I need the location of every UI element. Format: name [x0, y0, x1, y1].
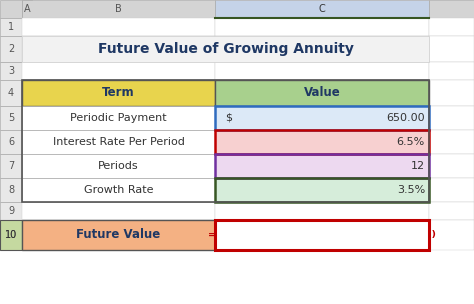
Text: Future Value: Future Value [76, 229, 161, 241]
Text: 7: 7 [8, 161, 14, 171]
Text: 2: 2 [8, 44, 14, 54]
Bar [22, 62, 215, 80]
Bar [0, 130, 22, 154]
Bar [22, 130, 215, 154]
Bar [22, 18, 215, 36]
Bar [22, 0, 32, 18]
Bar [0, 18, 22, 36]
Text: 5: 5 [8, 113, 14, 123]
Bar [0, 36, 22, 62]
Bar [215, 62, 429, 80]
Bar [22, 36, 215, 62]
Bar [215, 106, 429, 130]
Bar [429, 202, 474, 220]
Bar [429, 130, 474, 154]
Bar [0, 178, 22, 202]
Bar [22, 106, 215, 130]
Text: =C5*(((1+C6)^(C7)-(1+C8)^(C7))/(C6-C8)): =C5*(((1+C6)^(C7)-(1+C8)^(C7))/(C6-C8)) [208, 230, 436, 240]
Text: Term: Term [102, 87, 135, 99]
Bar [215, 80, 429, 106]
Bar [429, 106, 474, 130]
Bar [0, 106, 22, 130]
Bar [215, 0, 429, 18]
Bar [215, 130, 429, 154]
Bar [22, 130, 215, 154]
Bar [429, 36, 474, 62]
Bar [0, 202, 22, 220]
Text: 3: 3 [8, 66, 14, 76]
Bar [22, 80, 215, 106]
Bar [22, 178, 215, 202]
Text: 8: 8 [8, 185, 14, 195]
Text: 1: 1 [8, 22, 14, 32]
Bar [215, 178, 429, 202]
Bar [215, 106, 429, 130]
Text: 10: 10 [5, 230, 17, 240]
Bar [22, 106, 215, 130]
Bar [22, 220, 215, 250]
Bar [22, 154, 215, 178]
Bar [215, 154, 429, 178]
Text: 3.5%: 3.5% [397, 185, 425, 195]
Text: EXCEL - DATA - BI: EXCEL - DATA - BI [201, 254, 273, 262]
Bar [22, 80, 215, 106]
Bar [22, 154, 215, 178]
Bar [0, 154, 22, 178]
Bar [215, 36, 429, 62]
Text: 4: 4 [8, 88, 14, 98]
Bar [0, 220, 22, 250]
Bar [215, 106, 429, 130]
Bar [0, 220, 22, 250]
Text: 6: 6 [8, 137, 14, 147]
Bar [429, 220, 474, 250]
Bar [429, 154, 474, 178]
Text: 6.5%: 6.5% [397, 137, 425, 147]
Text: Periodic Payment: Periodic Payment [70, 113, 167, 123]
Bar [215, 80, 429, 106]
Bar [22, 178, 215, 202]
Text: Interest Rate Per Period: Interest Rate Per Period [53, 137, 184, 147]
Text: B: B [115, 4, 122, 14]
Bar [0, 62, 22, 80]
Text: C: C [319, 4, 325, 14]
Bar [215, 130, 429, 154]
Bar [22, 0, 215, 18]
Bar [429, 62, 474, 80]
Bar [215, 154, 429, 178]
Text: A: A [24, 4, 30, 14]
Bar [22, 202, 215, 220]
Bar [22, 220, 215, 250]
Text: 9: 9 [8, 206, 14, 216]
Text: 10: 10 [5, 230, 17, 240]
Bar [429, 18, 474, 36]
Bar [0, 80, 22, 106]
Bar [429, 80, 474, 106]
Text: 650.00: 650.00 [386, 113, 425, 123]
Text: Value: Value [304, 87, 340, 99]
Bar [215, 202, 429, 220]
Text: Future Value of Growing Annuity: Future Value of Growing Annuity [98, 42, 354, 56]
Text: Periods: Periods [98, 161, 139, 171]
Bar [215, 178, 429, 202]
Bar [215, 220, 429, 250]
Text: 12: 12 [411, 161, 425, 171]
Bar [215, 18, 429, 36]
Bar [22, 80, 429, 202]
Bar [429, 0, 474, 18]
Bar [215, 220, 429, 250]
Bar [215, 178, 429, 202]
Bar [429, 178, 474, 202]
Bar [0, 0, 22, 18]
Text: Growth Rate: Growth Rate [84, 185, 153, 195]
Text: $: $ [226, 113, 233, 123]
Bar [215, 130, 429, 154]
Bar [215, 154, 429, 178]
Bar [22, 36, 429, 62]
